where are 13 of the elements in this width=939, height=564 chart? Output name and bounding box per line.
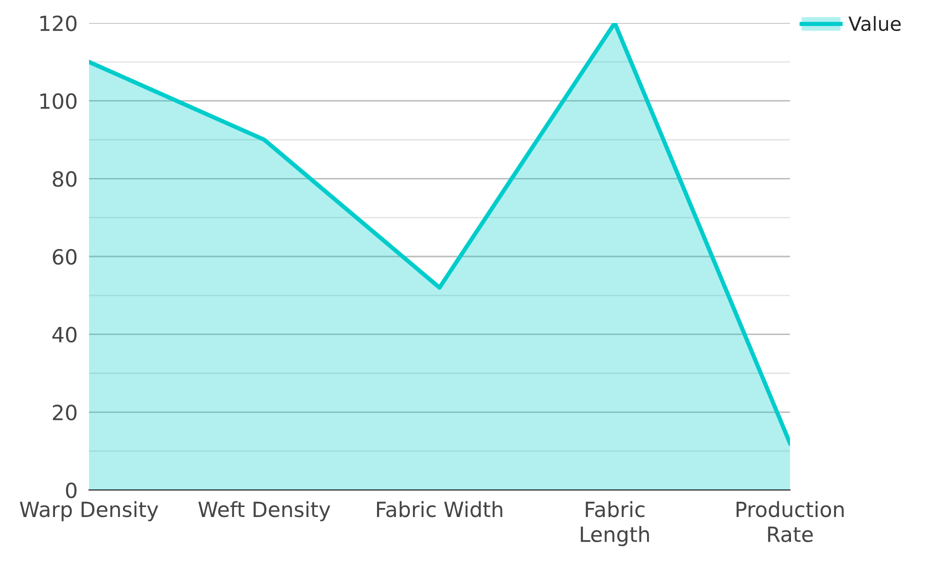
x-tick-label: Fabric Width: [377, 501, 502, 518]
y-tick-label: 120: [40, 15, 77, 32]
x-tick-label: Fabric Length: [580, 501, 649, 546]
y-tick-label: 100: [40, 93, 77, 110]
x-tick-label: Warp Density: [20, 501, 158, 522]
y-tick-label: 60: [52, 248, 77, 265]
x-tick-label: Production Rate: [736, 501, 844, 542]
y-tick-label: 80: [52, 171, 77, 187]
y-tick-label: 0: [66, 482, 77, 498]
y-tick-label: 20: [52, 404, 77, 420]
y-tick-label: 40: [52, 326, 77, 343]
legend-label: Value: [848, 16, 901, 32]
x-tick-label: Weft Density: [198, 501, 330, 522]
